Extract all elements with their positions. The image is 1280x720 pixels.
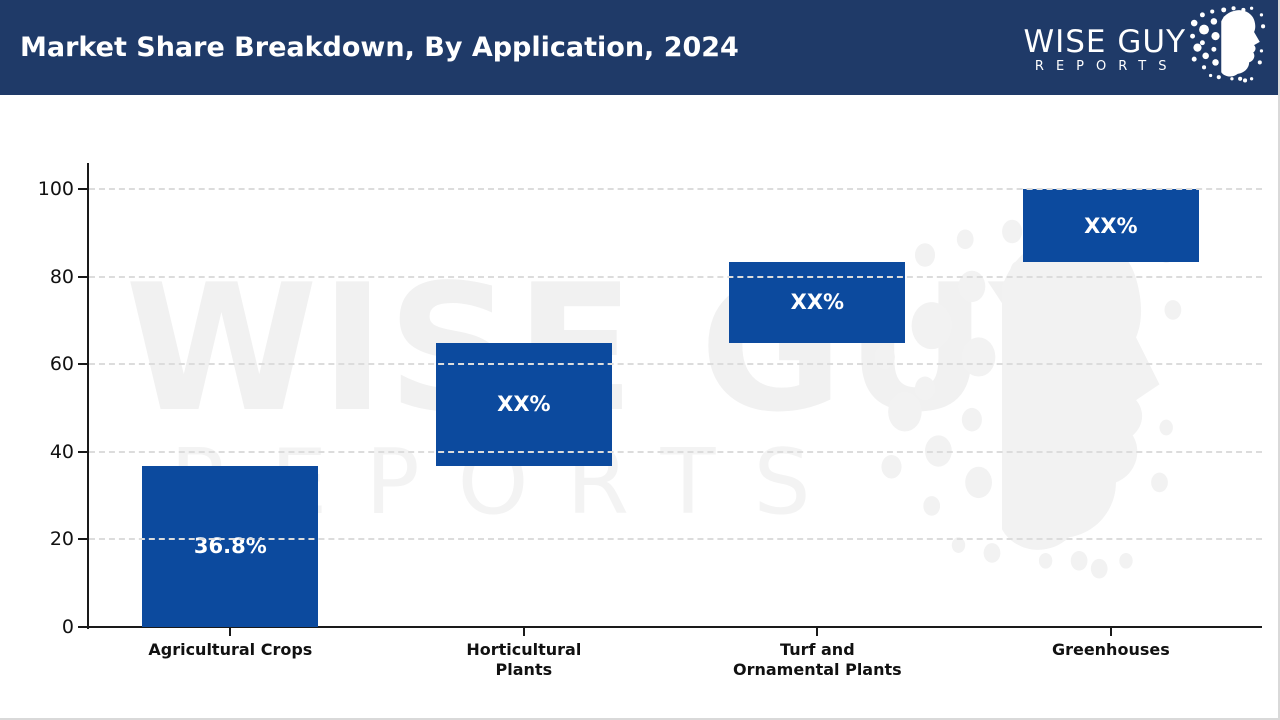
- x-axis-label-horticultural-plants: Horticultural Plants: [394, 640, 654, 682]
- y-tick-60: [78, 363, 88, 366]
- bar-turf-and-ornamental-plants: XX%: [729, 261, 906, 343]
- gridline-60: [89, 363, 1262, 366]
- bar-value-label-turf-and-ornamental-plants: XX%: [790, 290, 845, 315]
- y-tick-20: [78, 538, 88, 541]
- x-tick-agricultural-crops: [229, 627, 232, 636]
- x-axis-label-agricultural-crops: Agricultural Crops: [100, 640, 360, 661]
- bar-greenhouses: XX%: [1022, 189, 1199, 262]
- x-tick-turf-and-ornamental-plants: [816, 627, 819, 636]
- x-axis-label-line: Plants: [495, 660, 553, 680]
- y-tick-0: [78, 625, 88, 628]
- y-tick-label-0: 0: [61, 615, 74, 638]
- y-tick-label-40: 40: [49, 440, 74, 463]
- watermark-face-dots-icon: [874, 213, 1182, 579]
- gridline-40: [89, 450, 1262, 453]
- y-tick-label-100: 100: [37, 178, 74, 201]
- y-tick-100: [78, 188, 88, 191]
- y-axis-line: [87, 163, 89, 629]
- wise-guy-logo: WISE GUY REPORTS: [1023, 4, 1268, 88]
- x-axis-label-line: Turf and: [780, 639, 855, 659]
- y-tick-label-80: 80: [49, 265, 74, 288]
- page-title: Market Share Breakdown, By Application, …: [20, 32, 739, 63]
- x-axis-label-greenhouses: Greenhouses: [981, 640, 1241, 661]
- y-tick-label-60: 60: [49, 353, 74, 376]
- x-tick-horticultural-plants: [522, 627, 525, 636]
- x-axis-label-line: Greenhouses: [1051, 639, 1170, 659]
- y-tick-80: [78, 275, 88, 278]
- bar-horticultural-plants: XX%: [435, 342, 612, 466]
- y-tick-40: [78, 450, 88, 453]
- x-axis-label-line: Agricultural Crops: [148, 639, 313, 659]
- gridline-100: [89, 188, 1262, 191]
- y-tick-label-20: 20: [49, 528, 74, 551]
- bar-value-label-greenhouses: XX%: [1084, 213, 1138, 238]
- x-axis-line: [87, 625, 1262, 628]
- logo-subtitle: REPORTS: [1034, 58, 1179, 74]
- x-axis-label-line: Ornamental Plants: [733, 660, 902, 680]
- bar-value-label-horticultural-plants: XX%: [497, 392, 551, 417]
- gridline-80: [89, 275, 1262, 278]
- watermark-wordmark: WISE GUY: [125, 248, 1119, 451]
- x-tick-greenhouses: [1109, 627, 1112, 636]
- logo-face-icon: [1190, 6, 1266, 83]
- bar-agricultural-crops: 36.8%: [142, 465, 319, 627]
- logo-wordmark: WISE GUY: [1023, 24, 1186, 61]
- gridline-20: [89, 538, 1262, 541]
- header-bar: Market Share Breakdown, By Application, …: [0, 0, 1278, 95]
- x-axis-label-turf-and-ornamental-plants: Turf and Ornamental Plants: [687, 640, 947, 682]
- logo-text: WISE GUY REPORTS: [1023, 18, 1186, 74]
- x-axis-label-line: Horticultural: [466, 639, 582, 659]
- bar-value-label-agricultural-crops: 36.8%: [193, 534, 267, 559]
